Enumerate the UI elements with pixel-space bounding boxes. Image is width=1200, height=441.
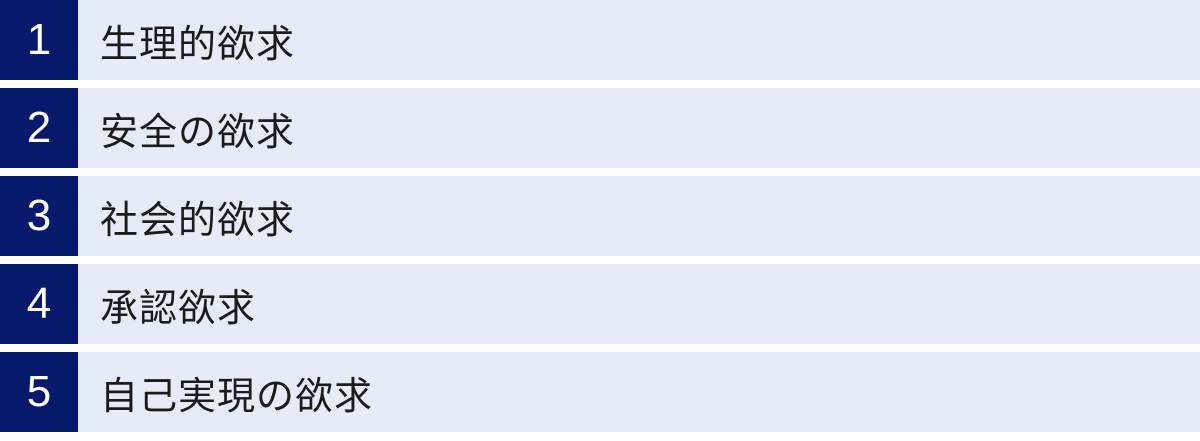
needs-list: 1 生理的欲求 2 安全の欲求 3 社会的欲求 4 承認欲求 5 自己実現の欲求	[0, 0, 1200, 432]
item-number-badge: 1	[0, 0, 78, 80]
item-number-badge: 2	[0, 88, 78, 168]
item-label: 自己実現の欲求	[78, 352, 1200, 432]
item-number-badge: 4	[0, 264, 78, 344]
item-label: 承認欲求	[78, 264, 1200, 344]
list-item: 5 自己実現の欲求	[0, 352, 1200, 432]
list-item: 3 社会的欲求	[0, 176, 1200, 256]
list-item: 2 安全の欲求	[0, 88, 1200, 168]
item-number-badge: 5	[0, 352, 78, 432]
item-label: 社会的欲求	[78, 176, 1200, 256]
list-item: 4 承認欲求	[0, 264, 1200, 344]
item-label: 生理的欲求	[78, 0, 1200, 80]
list-item: 1 生理的欲求	[0, 0, 1200, 80]
item-number-badge: 3	[0, 176, 78, 256]
item-label: 安全の欲求	[78, 88, 1200, 168]
